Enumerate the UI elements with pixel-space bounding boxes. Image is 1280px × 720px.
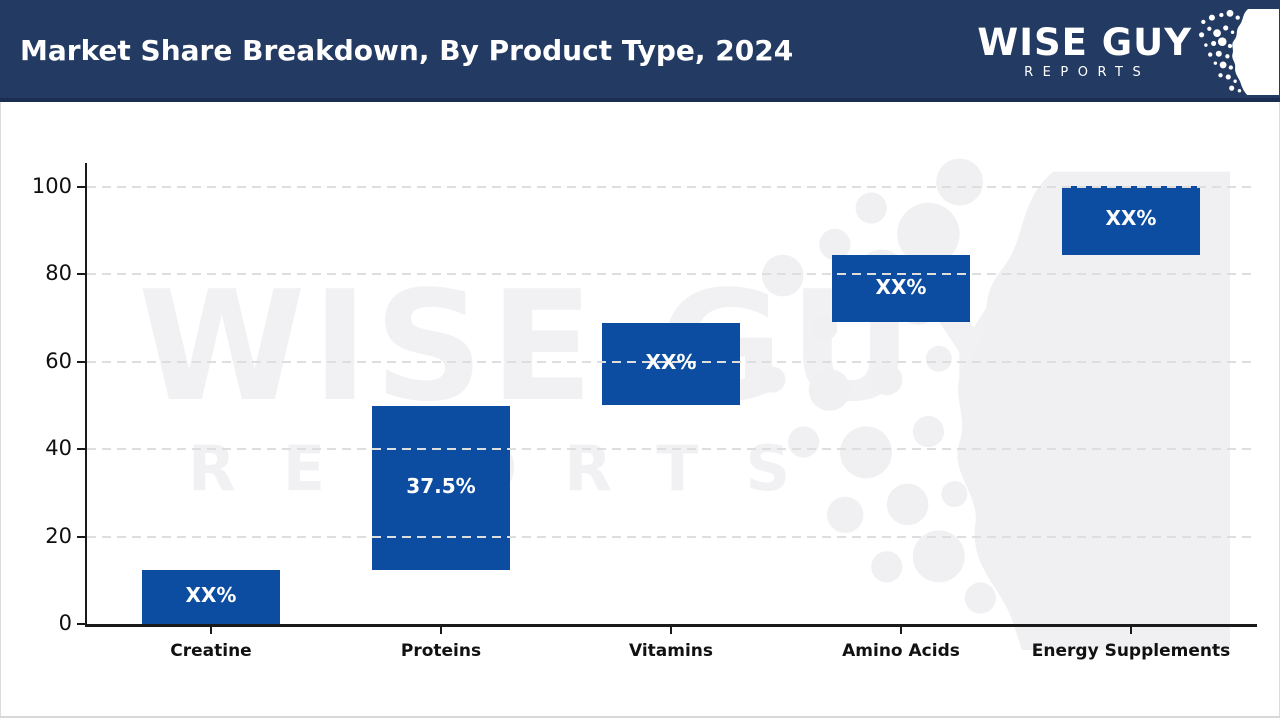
bar-value-label-energy-supplements: XX% (1105, 206, 1157, 231)
y-axis-tick-label-100: 100 (31, 174, 72, 198)
x-axis-tick-creatine (210, 626, 212, 634)
bar-value-label-amino-acids: XX% (875, 274, 927, 299)
x-category-label-energy-supplements: Energy Supplements (1031, 641, 1231, 661)
grid-line-20 (87, 535, 1257, 538)
x-category-label-amino-acids: Amino Acids (842, 641, 960, 661)
x-axis-spine (85, 624, 1257, 627)
bar-vitamins (602, 323, 740, 405)
x-category-label-creatine: Creatine (170, 641, 252, 661)
x-axis-tick-proteins (440, 626, 442, 634)
bar-energy-supplements (1062, 185, 1200, 255)
x-axis-tick-amino-acids (900, 626, 902, 634)
page-border-left (0, 102, 1, 718)
y-axis-tick-80 (77, 273, 85, 276)
grid-line-40 (87, 448, 1257, 451)
bar-proteins (372, 405, 510, 570)
header-bar: Market Share Breakdown, By Product Type,… (0, 0, 1280, 102)
grid-line-60 (87, 360, 1257, 363)
y-axis-tick-label-20: 20 (45, 523, 72, 548)
wiseguy-logo-subtitle: REPORTS (1024, 65, 1151, 81)
page-border-bottom (0, 716, 1280, 718)
x-axis-tick-vitamins (670, 626, 672, 634)
y-axis-spine (85, 163, 87, 627)
bar-value-label-vitamins: XX% (645, 349, 697, 374)
wiseguy-logo: WISE GUY REPORTS (977, 9, 1280, 95)
y-axis-tick-100 (77, 186, 85, 188)
y-axis-tick-label-0: 0 (58, 611, 72, 635)
x-category-label-vitamins: Vitamins (628, 641, 714, 661)
y-axis-tick-0 (77, 623, 85, 625)
x-axis-tick-energy-supplements (1130, 626, 1132, 634)
wiseguy-logo-text: WISE GUY REPORTS (977, 20, 1192, 81)
y-axis-tick-20 (77, 535, 85, 538)
grid-line-80 (87, 273, 1257, 276)
bar-creatine (142, 570, 280, 624)
bar-value-label-creatine: XX% (185, 583, 237, 608)
x-category-label-proteins: Proteins (400, 641, 482, 661)
y-axis-tick-label-40: 40 (45, 436, 72, 461)
y-axis-tick-label-80: 80 (45, 261, 72, 286)
wiseguy-logo-wordmark: WISE GUY (977, 20, 1192, 64)
wiseguy-face-icon (1199, 9, 1279, 95)
bar-value-label-proteins: 37.5% (406, 473, 476, 498)
chart-title: Market Share Breakdown, By Product Type,… (20, 34, 794, 67)
y-axis-tick-60 (77, 360, 85, 363)
bar-amino-acids (832, 255, 970, 323)
grid-line-100 (87, 186, 1257, 188)
y-axis-tick-40 (77, 448, 85, 451)
y-axis-tick-label-60: 60 (45, 348, 72, 373)
